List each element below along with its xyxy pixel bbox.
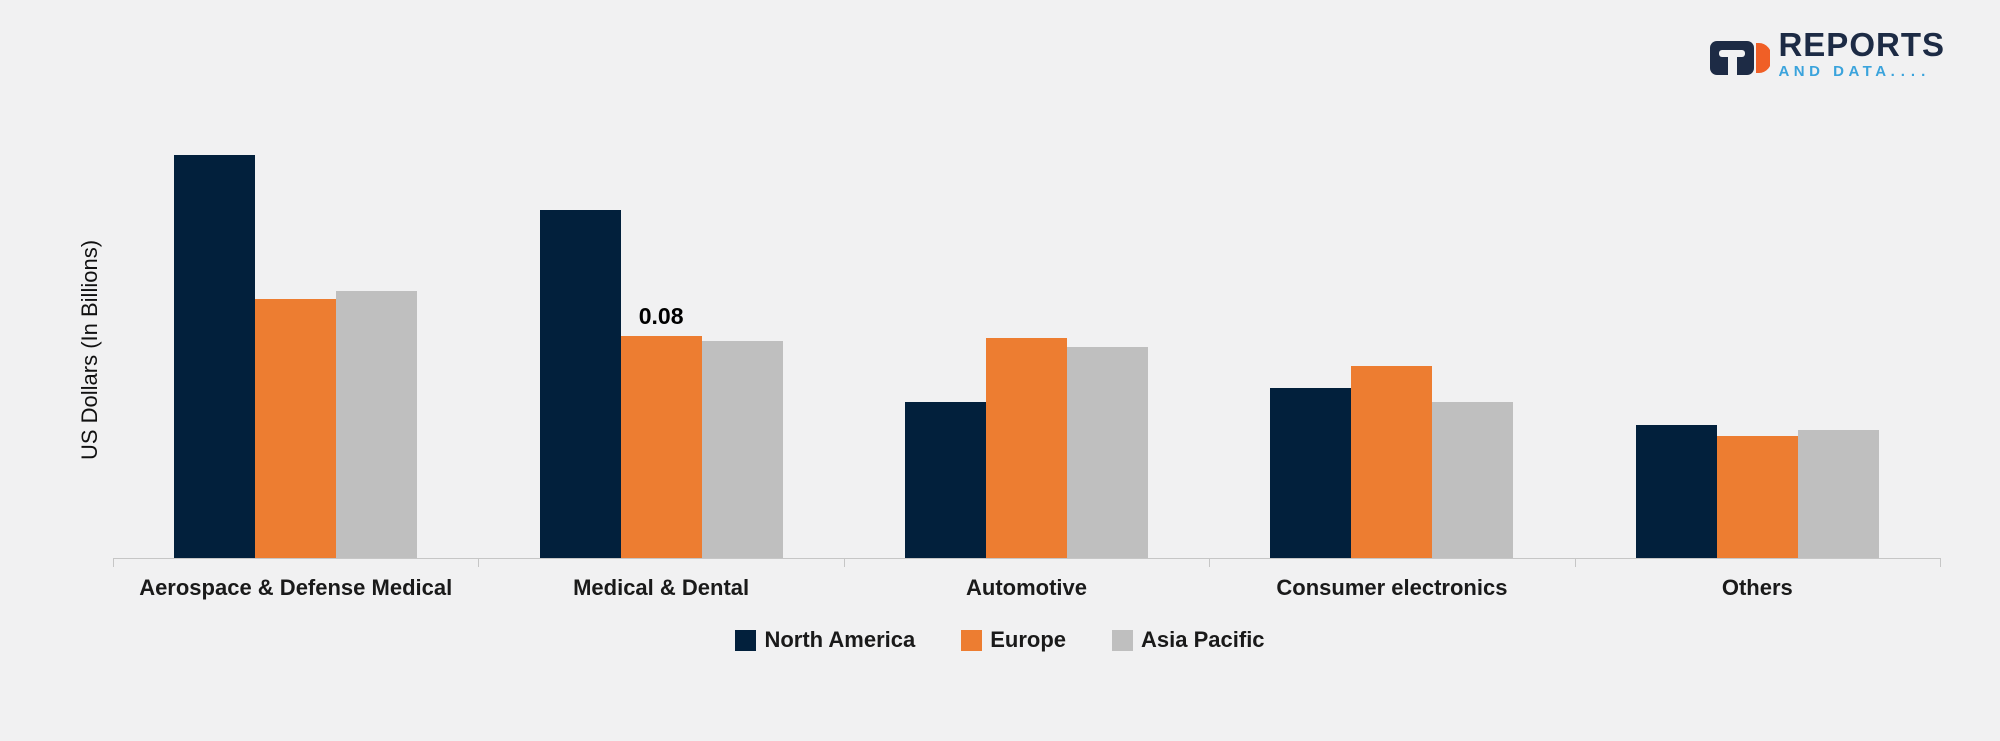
legend-swatch-asia-pacific bbox=[1112, 629, 1134, 651]
bar-europe-automotive bbox=[986, 338, 1068, 558]
bar-europe-medical-dental: 0.08 bbox=[620, 303, 702, 558]
y-axis-title: US Dollars (In Billions) bbox=[77, 239, 102, 461]
legend-label-europe: Europe bbox=[990, 627, 1067, 652]
logo-title: REPORTS bbox=[1778, 26, 1945, 63]
reports-and-data-logo: REPORTS AND DATA.... bbox=[1710, 28, 1945, 79]
bar-group-medical-dental: 0.08 bbox=[478, 113, 843, 558]
bar-europe-aerospace-defense-medical bbox=[255, 299, 337, 558]
bar-europe-others bbox=[1716, 435, 1798, 558]
category-label-consumer-electronics: Consumer electronics bbox=[1276, 575, 1508, 600]
bar-asia-pacific-medical-dental bbox=[701, 341, 783, 558]
legend-item-asia-pacific: Asia Pacific bbox=[1112, 627, 1265, 653]
legend-item-europe: Europe bbox=[961, 627, 1066, 653]
logo-dots: .... bbox=[1890, 63, 1932, 80]
bar-group-automotive bbox=[844, 113, 1209, 558]
category-label-others: Others bbox=[1721, 575, 1793, 600]
x-axis-ticks bbox=[113, 558, 1941, 568]
bar-group-aerospace-defense-medical bbox=[113, 113, 478, 558]
bar-asia-pacific-consumer-electronics bbox=[1432, 402, 1514, 558]
data-label-europe-medical-dental: 0.08 bbox=[638, 302, 684, 329]
category-label-aerospace-defense-medical: Aerospace & Defense Medical bbox=[139, 575, 453, 600]
x-axis-line bbox=[113, 558, 1940, 559]
bar-north-america-automotive bbox=[905, 402, 987, 558]
bar-europe-consumer-electronics bbox=[1351, 366, 1433, 558]
legend-label-asia-pacific: Asia Pacific bbox=[1141, 627, 1265, 652]
bar-asia-pacific-others bbox=[1797, 430, 1879, 558]
logo-rd-icon bbox=[1710, 41, 1771, 75]
legend-swatch-north-america bbox=[735, 629, 757, 651]
legend-swatch-europe bbox=[961, 629, 983, 651]
plot-area: 0.08 bbox=[113, 113, 1940, 558]
x-axis-tick bbox=[843, 558, 845, 567]
bar-group-others bbox=[1575, 113, 1940, 558]
bar-asia-pacific-automotive bbox=[1067, 346, 1149, 558]
legend-item-north-america: North America bbox=[735, 627, 915, 653]
bar-north-america-consumer-electronics bbox=[1270, 388, 1352, 558]
x-axis-tick bbox=[1209, 558, 1211, 567]
category-label-medical-dental: Medical & Dental bbox=[573, 575, 750, 600]
bar-group-consumer-electronics bbox=[1209, 113, 1574, 558]
bar-north-america-aerospace-defense-medical bbox=[174, 154, 256, 558]
logo-subtitle: AND DATA.... bbox=[1778, 63, 1932, 80]
x-axis-tick bbox=[1574, 558, 1576, 567]
bar-north-america-medical-dental bbox=[539, 210, 621, 558]
x-axis-tick bbox=[1940, 558, 1941, 567]
x-axis-tick bbox=[113, 558, 114, 567]
legend-label-north-america: North America bbox=[764, 627, 916, 652]
category-label-row: Aerospace & Defense Medical Medical & Den… bbox=[113, 575, 1940, 601]
chart-legend: North America Europe Asia Pacific bbox=[0, 627, 2000, 653]
x-axis-tick bbox=[478, 558, 480, 567]
category-label-automotive: Automotive bbox=[966, 575, 1088, 600]
logo-text: REPORTS AND DATA.... bbox=[1778, 28, 1945, 79]
bar-north-america-others bbox=[1635, 424, 1717, 558]
bar-asia-pacific-aerospace-defense-medical bbox=[336, 291, 418, 558]
